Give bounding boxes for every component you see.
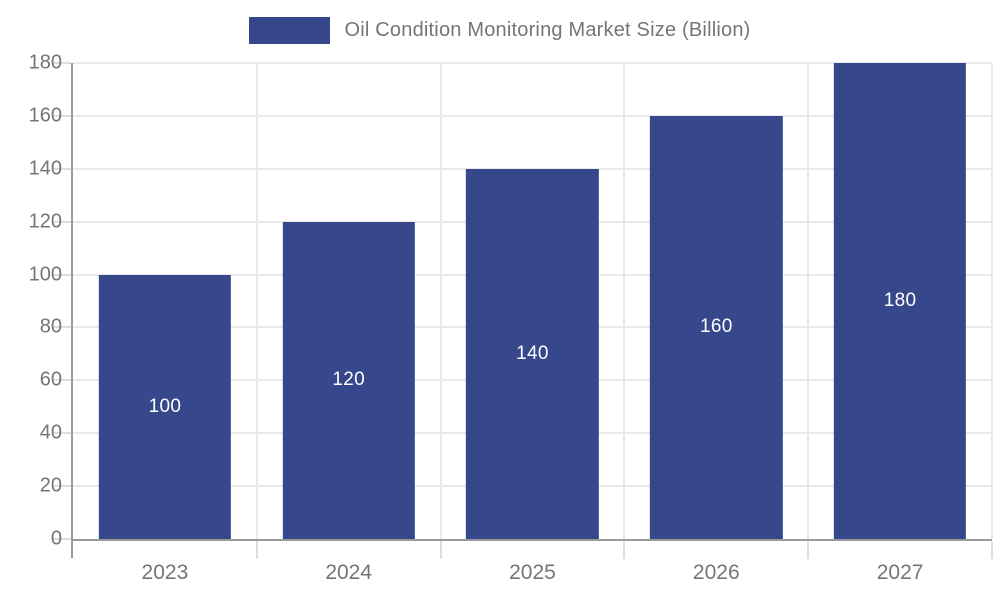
y-axis-tick-label: 140 (28, 157, 62, 180)
x-gridline (439, 63, 442, 539)
y-gridline (73, 114, 992, 117)
x-gridline (807, 63, 810, 539)
bar-2023[interactable]: 100 (98, 274, 232, 539)
bar-value-label: 160 (699, 316, 733, 338)
x-axis-category-label: 2025 (509, 561, 556, 584)
y-axis-tick (53, 432, 71, 435)
bar-value-label: 100 (148, 395, 182, 417)
y-axis-tick (53, 485, 71, 488)
bar-value-label: 180 (883, 290, 917, 311)
plot-area: 0 20 40 60 80 100 120 140 160 180 100 2023 120 2024 14… (29, 52, 993, 584)
y-axis-tick (53, 114, 71, 117)
bar-2027[interactable]: 180 (833, 63, 967, 539)
bar-slot: 100 2023 (73, 63, 257, 584)
y-axis-line (71, 63, 73, 558)
x-axis-category-label: 2024 (325, 561, 373, 584)
y-axis-tick-label: 100 (28, 263, 62, 286)
x-axis-category-label: 2023 (141, 561, 189, 584)
bar-slot: 160 2026 (624, 63, 808, 584)
y-axis-tick-label: 40 (39, 421, 62, 444)
bar-value-label: 120 (332, 369, 365, 391)
x-gridline (255, 63, 258, 539)
bar-2024[interactable]: 120 (282, 221, 415, 539)
x-axis-category-label: 2026 (692, 561, 740, 584)
y-axis-tick-label: 20 (39, 474, 62, 497)
y-gridline (73, 167, 992, 170)
y-axis-tick-label: 120 (28, 210, 62, 233)
y-axis-tick (53, 538, 71, 540)
bar-2026[interactable]: 160 (650, 115, 783, 539)
bar-2025[interactable]: 140 (466, 168, 599, 539)
bar-slot: 120 2024 (257, 63, 441, 584)
x-axis-tick (807, 541, 810, 559)
x-gridline (991, 63, 993, 539)
y-axis-tick (53, 326, 71, 329)
x-axis-tick (623, 541, 626, 559)
y-axis-tick-label: 60 (39, 368, 62, 391)
legend-swatch-icon[interactable] (249, 17, 331, 44)
y-axis-tick-label: 0 (50, 527, 62, 550)
y-axis-tick (53, 273, 71, 276)
bar-value-label: 140 (516, 342, 549, 364)
x-gridline (623, 63, 626, 539)
y-axis-tick (53, 220, 71, 223)
chart-legend: Oil Condition Monitoring Market Size (Bi… (0, 17, 1000, 44)
bar-slot: 140 2025 (441, 63, 625, 584)
y-axis-tick (53, 167, 71, 170)
x-axis-category-label: 2027 (876, 561, 924, 584)
bar-slot: 180 2027 (808, 63, 992, 584)
y-axis-tick-label: 180 (28, 51, 62, 74)
y-axis-tick (53, 62, 71, 64)
x-axis-tick (255, 541, 258, 559)
y-gridline (73, 62, 992, 64)
x-axis-tick (991, 541, 993, 559)
y-axis-tick (53, 379, 71, 382)
y-axis-tick-label: 80 (39, 315, 62, 338)
legend-label[interactable]: Oil Condition Monitoring Market Size (Bi… (344, 19, 751, 41)
x-axis-line (71, 539, 992, 541)
x-axis-tick (439, 541, 442, 559)
y-axis-tick-label: 160 (28, 104, 62, 127)
